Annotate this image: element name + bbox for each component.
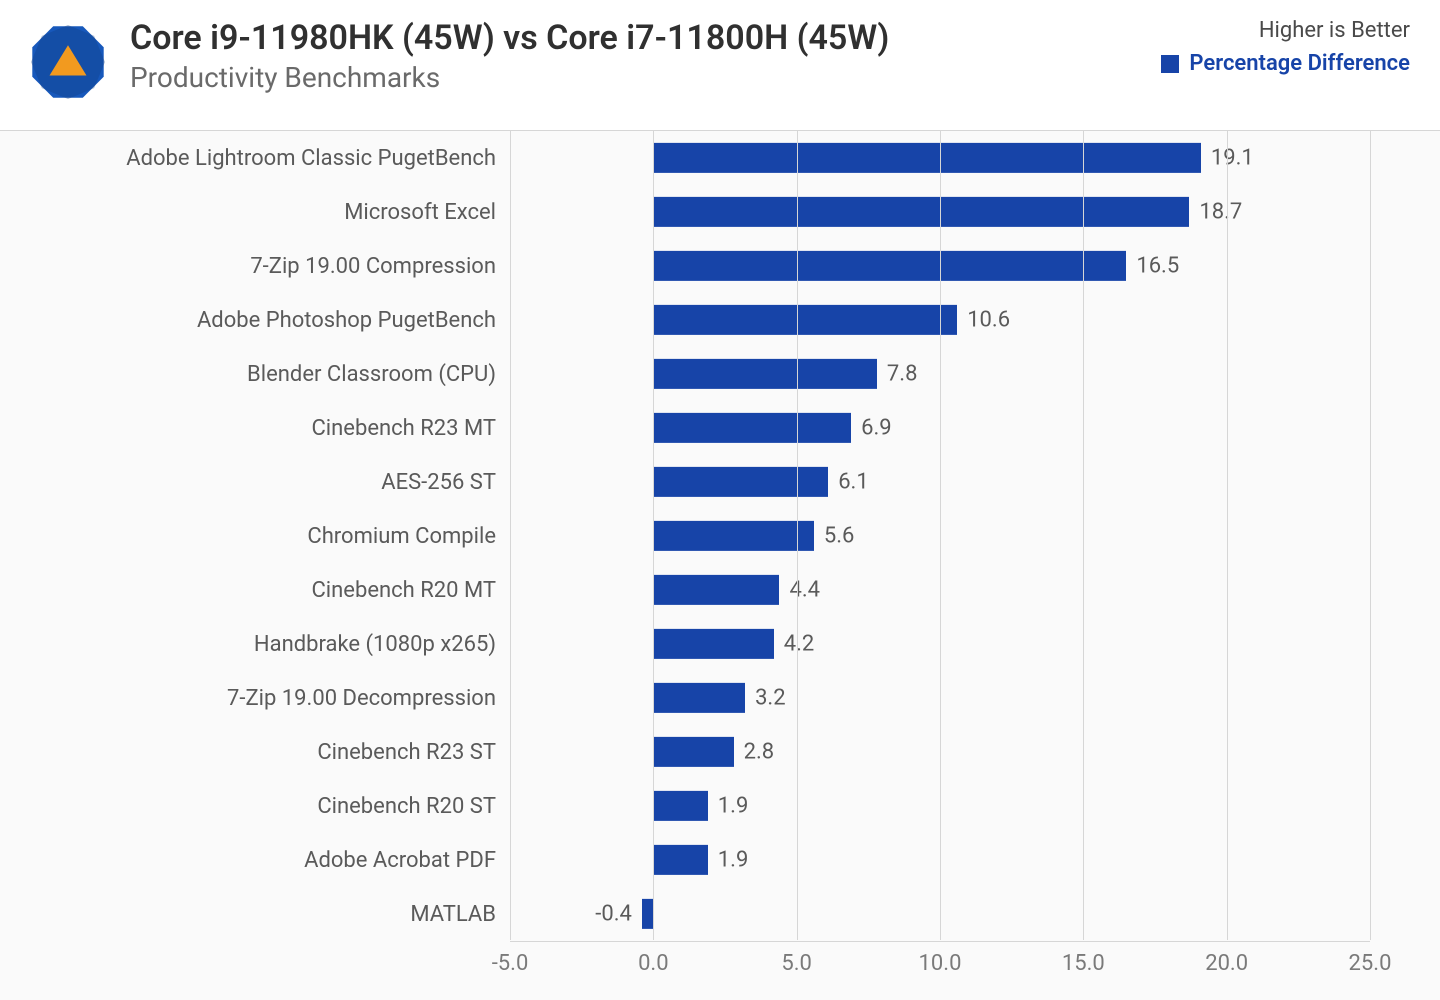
chart-row: Handbrake (1080p x265) 4.2 [0, 617, 1440, 671]
chart-row: Cinebench R23 MT 6.9 [0, 401, 1440, 455]
bar [653, 737, 733, 767]
value-label: 6.9 [861, 416, 892, 441]
category-label: Handbrake (1080p x265) [0, 632, 510, 657]
value-label: 6.1 [838, 470, 869, 495]
chart-row: Cinebench R20 MT 4.4 [0, 563, 1440, 617]
chart-row: AES-256 ST 6.1 [0, 455, 1440, 509]
category-label: 7-Zip 19.00 Compression [0, 254, 510, 279]
bar [653, 143, 1201, 173]
value-label: 2.8 [744, 740, 775, 765]
chart-row: Chromium Compile 5.6 [0, 509, 1440, 563]
chart-row: Blender Classroom (CPU) 7.8 [0, 347, 1440, 401]
bar [653, 467, 828, 497]
chart-legend: Percentage Difference [1161, 51, 1410, 76]
chart-title: Core i9-11980HK (45W) vs Core i7-11800H … [130, 18, 1161, 59]
bar [642, 899, 653, 929]
value-label: 3.2 [755, 686, 786, 711]
bar [653, 845, 707, 875]
value-label: 4.4 [789, 578, 820, 603]
chart-row: Adobe Lightroom Classic PugetBench 19.1 [0, 131, 1440, 185]
site-logo-icon [24, 18, 112, 106]
category-label: Cinebench R23 ST [0, 740, 510, 765]
x-tick-label: 10.0 [919, 951, 962, 976]
value-label: 1.9 [718, 794, 749, 819]
x-tick-label: 5.0 [781, 951, 812, 976]
value-label: 10.6 [967, 308, 1010, 333]
x-tick-label: 25.0 [1349, 951, 1392, 976]
bar [653, 305, 957, 335]
value-label: 18.7 [1199, 200, 1242, 225]
x-axis-line [510, 941, 1370, 942]
benchmark-chart: Core i9-11980HK (45W) vs Core i7-11800H … [0, 0, 1440, 1000]
legend-label: Percentage Difference [1189, 51, 1410, 76]
value-label: 5.6 [824, 524, 855, 549]
x-tick-label: 20.0 [1205, 951, 1248, 976]
value-label: 16.5 [1136, 254, 1179, 279]
category-label: AES-256 ST [0, 470, 510, 495]
chart-row: Cinebench R20 ST 1.9 [0, 779, 1440, 833]
category-label: Cinebench R20 MT [0, 578, 510, 603]
chart-row: 7-Zip 19.00 Compression 16.5 [0, 239, 1440, 293]
bar [653, 575, 779, 605]
category-label: Adobe Lightroom Classic PugetBench [0, 146, 510, 171]
category-label: Cinebench R23 MT [0, 416, 510, 441]
chart-row: Adobe Photoshop PugetBench 10.6 [0, 293, 1440, 347]
bar [653, 791, 707, 821]
plot-inner: Adobe Lightroom Classic PugetBench 19.1 Mi… [0, 131, 1440, 940]
category-label: Microsoft Excel [0, 200, 510, 225]
chart-row: 7-Zip 19.00 Decompression 3.2 [0, 671, 1440, 725]
chart-header-right: Higher is Better Percentage Difference [1161, 18, 1410, 76]
gridline [797, 131, 798, 940]
category-label: Adobe Photoshop PugetBench [0, 308, 510, 333]
gridline [1370, 131, 1371, 940]
chart-hint: Higher is Better [1161, 18, 1410, 43]
bar [653, 359, 877, 389]
chart-row: Cinebench R23 ST 2.8 [0, 725, 1440, 779]
chart-row: Microsoft Excel 18.7 [0, 185, 1440, 239]
value-label: 1.9 [718, 848, 749, 873]
chart-header: Core i9-11980HK (45W) vs Core i7-11800H … [0, 0, 1440, 120]
bar [653, 629, 773, 659]
legend-swatch-icon [1161, 55, 1179, 73]
value-label: 7.8 [887, 362, 918, 387]
category-label: MATLAB [0, 902, 510, 927]
chart-row: Adobe Acrobat PDF 1.9 [0, 833, 1440, 887]
value-label: 19.1 [1211, 146, 1254, 171]
bar [653, 251, 1126, 281]
x-tick-label: 0.0 [638, 951, 669, 976]
chart-subtitle: Productivity Benchmarks [130, 61, 1161, 94]
category-label: Blender Classroom (CPU) [0, 362, 510, 387]
bar [653, 197, 1189, 227]
value-label: 4.2 [784, 632, 815, 657]
gridline [1227, 131, 1228, 940]
gridline [1083, 131, 1084, 940]
bar [653, 413, 851, 443]
chart-titles: Core i9-11980HK (45W) vs Core i7-11800H … [130, 18, 1161, 94]
gridline [940, 131, 941, 940]
value-label: -0.4 [595, 902, 632, 927]
category-label: Cinebench R20 ST [0, 794, 510, 819]
gridline [653, 131, 654, 940]
category-label: Chromium Compile [0, 524, 510, 549]
gridline [510, 131, 511, 940]
chart-row: MATLAB -0.4 [0, 887, 1440, 941]
category-label: 7-Zip 19.00 Decompression [0, 686, 510, 711]
bar [653, 683, 745, 713]
x-tick-label: -5.0 [492, 951, 529, 976]
x-tick-label: 15.0 [1062, 951, 1105, 976]
plot-area: Adobe Lightroom Classic PugetBench 19.1 Mi… [0, 130, 1440, 1000]
bar [653, 521, 814, 551]
category-label: Adobe Acrobat PDF [0, 848, 510, 873]
